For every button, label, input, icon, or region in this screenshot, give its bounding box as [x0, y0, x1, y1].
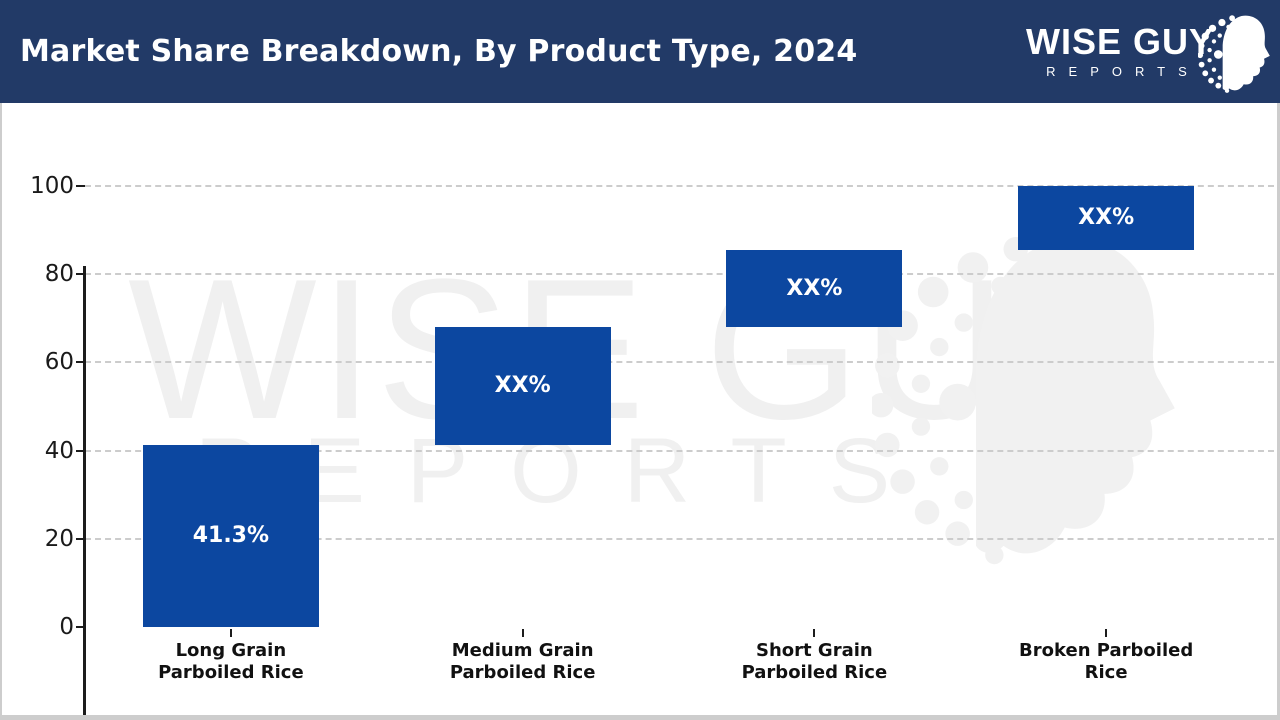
logo: WISE GUY REPORTS [1026, 8, 1272, 98]
bar-1: 41.3% [142, 444, 319, 627]
gridline-40 [85, 449, 1274, 452]
chart-title: Market Share Breakdown, By Product Type,… [20, 34, 858, 69]
figure-border-left [0, 103, 2, 720]
bar-value-label-1: 41.3% [192, 523, 270, 549]
y-tick-label-40: 40 [44, 437, 74, 464]
y-tick-40 [76, 449, 85, 452]
y-tick-label-100: 100 [30, 173, 74, 199]
y-tick-20 [76, 537, 85, 540]
x-category-label-3-line2: Parboiled Rice [741, 662, 888, 683]
gridline-60 [85, 361, 1274, 364]
x-category-label-1-line2: Parboiled Rice [158, 662, 304, 683]
bar-2: XX% [434, 327, 611, 445]
logo-subtext: REPORTS [1046, 64, 1200, 79]
bar-value-label-4: XX% [1078, 205, 1135, 231]
x-tick-1 [229, 629, 232, 637]
logo-wordmark: WISE GUY [1025, 21, 1214, 62]
figure-border-right [1277, 103, 1280, 720]
y-tick-80 [76, 273, 85, 276]
y-tick-label-20: 20 [44, 525, 74, 552]
x-category-label-1-line1: Long Grain [175, 640, 287, 661]
header-bar: Market Share Breakdown, By Product Type,… [0, 0, 1280, 103]
x-category-label-2: Medium Grain Parboiled Rice [393, 640, 653, 684]
x-tick-4 [1105, 629, 1108, 637]
y-tick-label-80: 80 [44, 261, 74, 288]
bar-3: XX% [726, 249, 903, 328]
gridline-20 [85, 537, 1274, 540]
x-tick-3 [813, 629, 816, 637]
plot-area: 0 20 40 60 80 100 41.3% Long Grain Parboiled Ric… [0, 103, 1280, 720]
figure-border-bottom [0, 715, 1280, 720]
x-category-label-4: Broken Parboiled Rice [976, 640, 1236, 684]
x-tick-2 [521, 629, 524, 637]
gridline-80 [85, 273, 1274, 276]
y-tick-label-0: 0 [59, 614, 74, 640]
y-axis-line [83, 266, 86, 720]
watermark-wordmark: WISE GUY [128, 238, 1145, 461]
bar-value-label-3: XX% [786, 276, 843, 302]
x-category-label-3-line1: Short Grain [756, 640, 873, 661]
y-tick-0 [76, 626, 85, 628]
x-category-label-4-line2: Rice [1084, 662, 1128, 683]
bar-value-label-2: XX% [494, 373, 551, 399]
x-category-label-4-line1: Broken Parboiled [1019, 640, 1194, 661]
bar-4: XX% [1018, 186, 1195, 250]
x-category-label-1: Long Grain Parboiled Rice [101, 640, 361, 684]
y-tick-60 [76, 361, 85, 364]
y-tick-100 [76, 185, 85, 187]
x-category-label-2-line1: Medium Grain [451, 640, 594, 661]
logo-text: WISE GUY REPORTS [1025, 21, 1214, 80]
y-tick-label-60: 60 [44, 349, 74, 376]
x-category-label-2-line2: Parboiled Rice [449, 662, 596, 683]
gridline-100 [85, 185, 1274, 187]
logo-face-icon [1198, 15, 1270, 93]
x-category-label-3: Short Grain Parboiled Rice [684, 640, 944, 684]
